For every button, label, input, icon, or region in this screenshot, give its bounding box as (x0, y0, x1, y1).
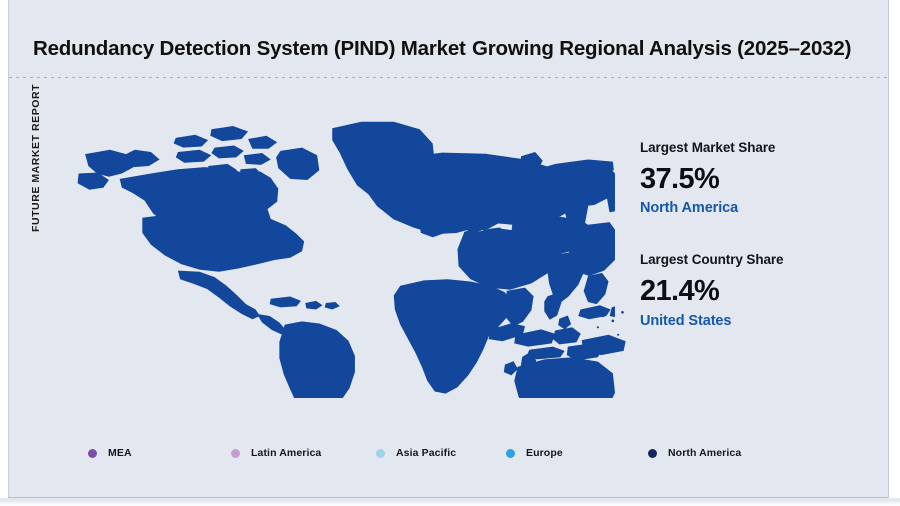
page-title-part-one: Redundancy Detection System (PIND) Marke… (33, 37, 466, 60)
legend-item-mea[interactable]: MEA (88, 447, 132, 459)
stat-largest-market-share: Largest Market Share 37.5% North America (640, 140, 880, 216)
legend-label: MEA (108, 447, 132, 459)
legend-dot-icon (231, 448, 240, 458)
header-divider (9, 77, 888, 78)
stat-value: 37.5% (640, 163, 720, 195)
card-border-right (888, 0, 889, 498)
header: Redundancy Detection System (PIND) Marke… (9, 0, 888, 78)
legend-label: Europe (526, 447, 563, 459)
legend-label: Latin America (251, 447, 322, 459)
card-border-bottom (8, 497, 889, 498)
stat-value: 21.4% (640, 275, 720, 308)
stat-region: North America (640, 200, 739, 217)
world-map-asia-oceania (330, 98, 630, 398)
stat-largest-country-share: Largest Country Share 21.4% United State… (640, 252, 880, 328)
legend-item-asia-pacific[interactable]: Asia Pacific (376, 447, 456, 459)
world-map-eastern-hemisphere (606, 178, 615, 213)
page-title: Redundancy Detection System (PIND) Marke… (9, 36, 888, 66)
stat-region: United States (640, 312, 732, 329)
world-map-asia-svg (362, 152, 626, 398)
legend-label: North America (668, 447, 742, 459)
legend-item-europe[interactable]: Europe (506, 447, 563, 459)
legend-label: Asia Pacific (396, 447, 457, 459)
stats-panel: Largest Market Share 37.5% North America… (640, 140, 880, 329)
legend-dot-icon (88, 448, 97, 458)
stat-label: Largest Country Share (640, 252, 784, 268)
legend-item-latin-america[interactable]: Latin America (231, 447, 321, 459)
brand-vertical-label: FUTURE MARKET REPORT (30, 83, 42, 232)
stat-label: Largest Market Share (640, 140, 776, 155)
legend-item-north-america[interactable]: North America (648, 447, 741, 459)
card-edge-right (889, 0, 900, 506)
card-border-left (8, 0, 9, 498)
legend-dot-icon (648, 448, 657, 458)
map-legend: MEA Latin America Asia Pacific Europe No… (88, 447, 840, 467)
legend-dot-icon (506, 448, 515, 458)
asia-oceania-landmasses (362, 152, 626, 398)
card-edge-left (0, 0, 8, 506)
page-title-part-two: Growing Regional Analysis (2025–2032) (472, 37, 852, 60)
legend-dot-icon (376, 448, 385, 458)
card-bottom-shadow (0, 498, 900, 506)
